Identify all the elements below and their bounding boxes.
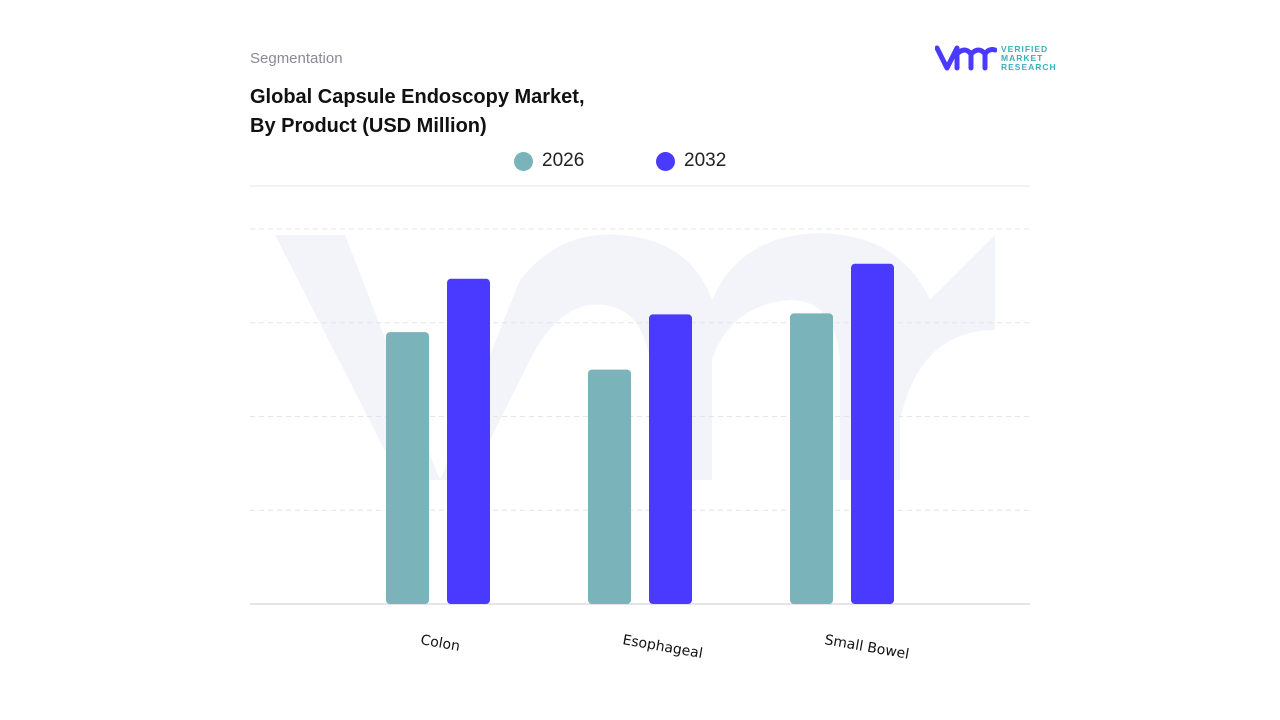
x-tick-label: Esophageal xyxy=(621,632,704,662)
legend-label-2026: 2026 xyxy=(542,150,585,171)
legend-swatch-2026 xyxy=(514,151,533,171)
legend-swatch-2032 xyxy=(656,151,675,171)
title-line-1: Global Capsule Endoscopy Market, xyxy=(250,86,585,108)
x-tick-label: Small Bowel xyxy=(823,632,910,663)
bar-esophageal-2032 xyxy=(649,314,692,604)
bar-colon-2032 xyxy=(447,278,490,604)
vmr-logo-icon xyxy=(935,45,997,71)
bar-small-bowel-2026 xyxy=(790,313,833,604)
logo-line1: VERIFIED xyxy=(1001,43,1049,54)
legend-label-2032: 2032 xyxy=(684,150,727,171)
segment-label: Segmentation xyxy=(250,50,343,67)
x-tick-label: Colon xyxy=(419,632,461,655)
watermark-logo xyxy=(275,233,995,480)
logo: VERIFIED MARKET RESEARCH xyxy=(935,44,1057,72)
logo-line3: RESEARCH xyxy=(1001,61,1057,72)
title-line-2: By Product (USD Million) xyxy=(250,115,487,137)
bar-small-bowel-2032 xyxy=(851,263,894,604)
legend-item-2026: 2026 xyxy=(514,150,584,172)
bar-colon-2026 xyxy=(386,332,429,604)
chart-title: Global Capsule Endoscopy Market, By Prod… xyxy=(250,83,670,141)
bar-esophageal-2026 xyxy=(588,369,631,604)
logo-line2: MARKET xyxy=(1001,52,1044,63)
legend-item-2032: 2032 xyxy=(656,150,726,172)
